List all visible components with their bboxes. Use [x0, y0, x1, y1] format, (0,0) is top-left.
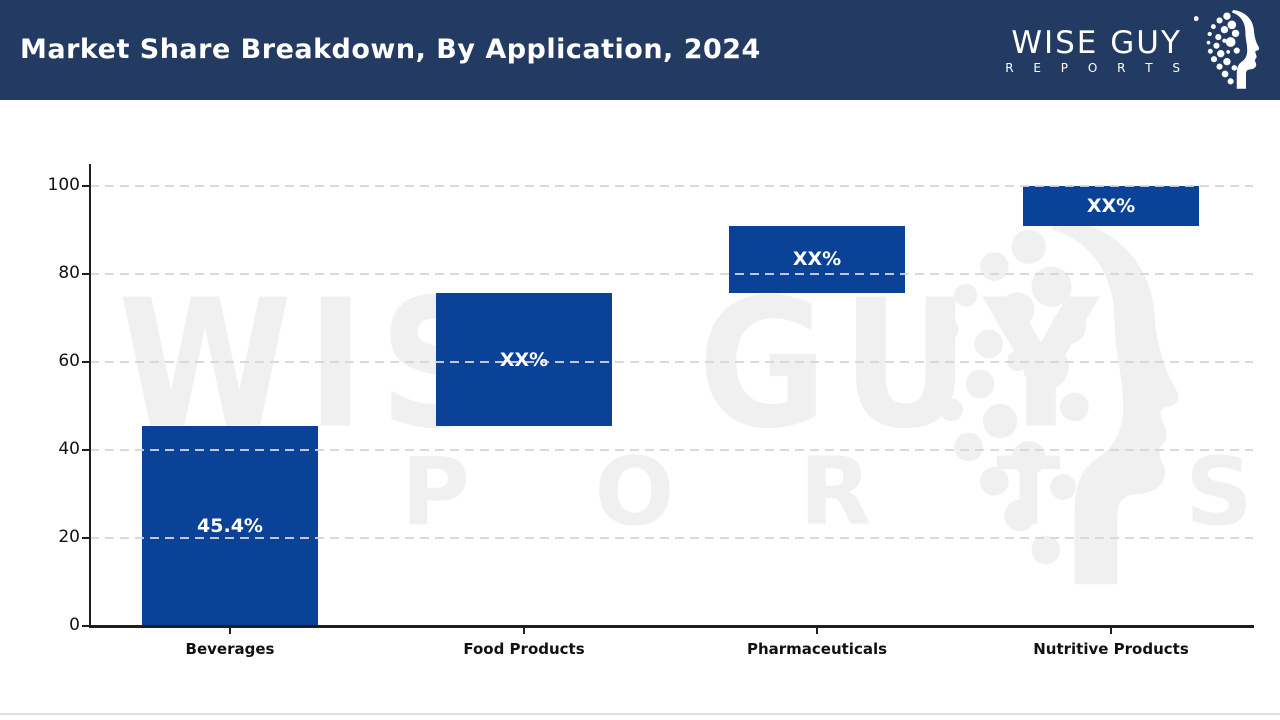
bar-beverages: 45.4% — [142, 426, 318, 626]
y-tick-label-0: 0 — [69, 615, 80, 635]
bar-value-label: XX% — [499, 348, 549, 371]
logo-face-icon — [1194, 10, 1260, 89]
gridline-60 — [90, 361, 1253, 363]
gridline-40 — [90, 449, 1253, 451]
bottom-border — [0, 713, 1280, 715]
y-tick-mark-80 — [82, 273, 90, 275]
y-tick-mark-100 — [82, 185, 90, 187]
y-tick-label-100: 100 — [47, 175, 80, 195]
page-title: Market Share Breakdown, By Application, … — [20, 34, 761, 65]
x-tick-mark-1 — [523, 628, 525, 634]
y-tick-mark-60 — [82, 361, 90, 363]
x-category-label-1: Food Products — [463, 640, 585, 658]
x-category-label-0: Beverages — [185, 640, 275, 658]
logo-text: WISE GUY R E P O R T S — [1005, 26, 1188, 75]
gridline-100 — [90, 185, 1253, 187]
y-axis-line — [89, 164, 91, 628]
bar-value-label: XX% — [792, 248, 842, 271]
y-tick-label-80: 80 — [58, 263, 80, 283]
bar-value-label: 45.4% — [197, 515, 263, 538]
x-category-label-2: Pharmaceuticals — [746, 640, 888, 658]
x-category-label-3: Nutritive Products — [1033, 640, 1189, 658]
header: Market Share Breakdown, By Application, … — [0, 0, 1280, 100]
y-tick-mark-0 — [82, 625, 90, 627]
logo-wordmark: WISE GUY — [1011, 24, 1182, 61]
wiseguy-logo: WISE GUY R E P O R T S — [1005, 8, 1266, 92]
y-tick-label-60: 60 — [58, 351, 80, 371]
y-tick-mark-20 — [82, 537, 90, 539]
x-tick-mark-3 — [1110, 628, 1112, 634]
y-tick-label-40: 40 — [58, 439, 80, 459]
logo-subtitle: R E P O R T S — [1005, 60, 1188, 75]
gridline-80 — [90, 273, 1253, 275]
bar-food-products: XX% — [436, 292, 612, 427]
x-tick-mark-2 — [816, 628, 818, 634]
x-axis-line — [89, 625, 1254, 628]
bar-pharmaceuticals: XX% — [729, 226, 905, 293]
x-tick-mark-0 — [229, 628, 231, 634]
y-tick-mark-40 — [82, 449, 90, 451]
y-tick-label-20: 20 — [58, 527, 80, 547]
bar-value-label: XX% — [1086, 195, 1136, 218]
gridline-20 — [90, 537, 1253, 539]
bar-nutritive-products: XX% — [1023, 186, 1199, 227]
